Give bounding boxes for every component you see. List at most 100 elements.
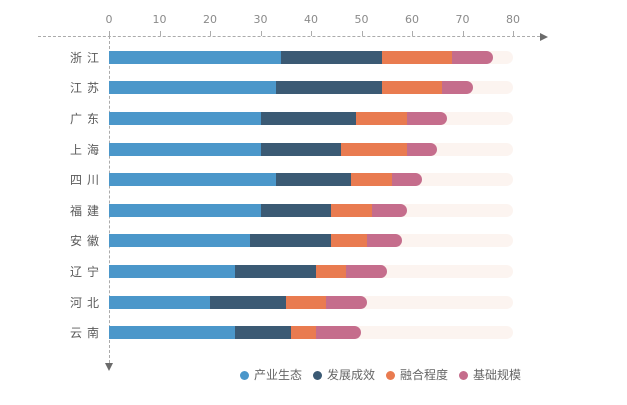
bar-segment-基础规模[interactable] — [406, 142, 438, 156]
bar-segment-基础规模[interactable] — [366, 234, 402, 248]
x-tick-label: 30 — [253, 13, 268, 26]
bar-segment-产业生态[interactable] — [109, 173, 276, 187]
bar-track — [109, 50, 513, 64]
bar-segment-发展成效[interactable] — [275, 81, 382, 95]
bar-segment-融合程度[interactable] — [331, 234, 367, 248]
bar-segment-产业生态[interactable] — [109, 111, 261, 125]
category-label: 浙江 — [69, 50, 104, 65]
x-axis-arrow-icon — [540, 33, 548, 41]
category-label: 福建 — [69, 203, 104, 218]
x-tick-label: 80 — [506, 13, 520, 26]
bar-row: 上海 — [40, 134, 513, 165]
bar-track — [109, 173, 513, 187]
x-tick-label: 50 — [354, 13, 369, 26]
bar-segment-发展成效[interactable] — [250, 234, 332, 248]
bar-segment-产业生态[interactable] — [109, 81, 276, 95]
x-tick-label: 40 — [304, 13, 318, 26]
bar-segment-产业生态[interactable] — [109, 295, 210, 309]
bar-segment-产业生态[interactable] — [109, 203, 261, 217]
category-label: 云南 — [69, 326, 104, 341]
bar-segment-产业生态[interactable] — [109, 264, 236, 278]
bar-segment-发展成效[interactable] — [235, 326, 291, 340]
y-axis-line — [109, 36, 110, 363]
x-tick-label: 10 — [152, 13, 167, 26]
bar-segment-基础规模[interactable] — [442, 81, 473, 95]
category-label: 河北 — [69, 295, 104, 310]
x-tick-label: 20 — [203, 13, 217, 26]
legend-item-发展成效[interactable]: 发展成效 — [313, 366, 375, 384]
bar-segment-融合程度[interactable] — [285, 295, 327, 309]
plot-area: 浙江江苏广东上海四川福建安徽辽宁河北云南 — [40, 42, 513, 348]
legend-item-产业生态[interactable]: 产业生态 — [240, 366, 302, 384]
bar-segment-基础规模[interactable] — [391, 173, 423, 187]
bar-segment-基础规模[interactable] — [316, 326, 362, 340]
x-tick-label: 0 — [105, 13, 113, 26]
bar-segment-产业生态[interactable] — [109, 234, 251, 248]
x-tick-mark — [260, 31, 262, 36]
category-label: 四川 — [69, 173, 104, 188]
bar-row: 辽宁 — [40, 256, 513, 287]
bar-segment-融合程度[interactable] — [290, 326, 317, 340]
legend-item-融合程度[interactable]: 融合程度 — [386, 366, 448, 384]
y-axis-arrow-icon — [105, 363, 113, 371]
x-tick-label: 60 — [405, 13, 419, 26]
bar-segment-产业生态[interactable] — [109, 326, 236, 340]
bar-segment-发展成效[interactable] — [275, 173, 352, 187]
bar-track — [109, 111, 513, 125]
bar-segment-发展成效[interactable] — [260, 203, 332, 217]
bar-track — [109, 142, 513, 156]
category-label: 安徽 — [69, 234, 104, 249]
bar-row: 云南 — [40, 317, 513, 348]
x-tick-mark — [412, 31, 413, 36]
bar-segment-发展成效[interactable] — [235, 264, 317, 278]
legend-dot-icon — [240, 370, 249, 380]
legend-label: 发展成效 — [327, 368, 376, 382]
bar-row: 江苏 — [40, 73, 513, 104]
category-label: 江苏 — [69, 81, 104, 96]
bar-segment-基础规模[interactable] — [452, 50, 493, 64]
x-tick-mark — [462, 31, 464, 36]
x-tick-label: 70 — [455, 13, 470, 26]
bar-segment-融合程度[interactable] — [381, 50, 453, 64]
legend-dot-icon — [313, 370, 323, 380]
x-tick-mark — [210, 31, 211, 36]
bar-row: 河北 — [40, 287, 513, 318]
legend-dot-icon — [386, 370, 396, 380]
bar-row: 安徽 — [40, 226, 513, 257]
bar-segment-融合程度[interactable] — [331, 203, 372, 217]
legend-dot-icon — [459, 370, 469, 380]
bar-segment-发展成效[interactable] — [260, 142, 342, 156]
bar-segment-基础规模[interactable] — [346, 264, 387, 278]
bar-segment-基础规模[interactable] — [406, 111, 448, 125]
legend-item-基础规模[interactable]: 基础规模 — [459, 366, 521, 384]
bar-track — [109, 264, 513, 278]
x-tick-mark — [311, 31, 312, 36]
bar-segment-发展成效[interactable] — [260, 111, 357, 125]
bar-segment-融合程度[interactable] — [356, 111, 407, 125]
x-tick-mark — [159, 31, 161, 36]
bar-row: 浙江 — [40, 42, 513, 73]
bar-track — [109, 81, 513, 95]
x-tick-mark — [109, 31, 110, 36]
bar-segment-发展成效[interactable] — [280, 50, 382, 64]
bar-segment-产业生态[interactable] — [109, 50, 281, 64]
legend-label: 基础规模 — [473, 368, 522, 382]
bar-segment-产业生态[interactable] — [109, 142, 261, 156]
bar-segment-融合程度[interactable] — [351, 173, 392, 187]
x-tick-mark — [361, 31, 363, 36]
x-axis-line — [38, 36, 540, 37]
bar-segment-融合程度[interactable] — [316, 264, 347, 278]
bar-track — [109, 326, 513, 340]
bar-row: 四川 — [40, 164, 513, 195]
bar-segment-融合程度[interactable] — [381, 81, 443, 95]
bar-segment-基础规模[interactable] — [326, 295, 367, 309]
bar-row: 福建 — [40, 195, 513, 226]
category-label: 上海 — [69, 142, 104, 157]
bar-segment-基础规模[interactable] — [371, 203, 407, 217]
bar-segment-融合程度[interactable] — [341, 142, 407, 156]
bar-segment-发展成效[interactable] — [210, 295, 286, 309]
bar-track — [109, 295, 513, 309]
category-label: 辽宁 — [69, 264, 104, 279]
bar-row: 广东 — [40, 103, 513, 134]
